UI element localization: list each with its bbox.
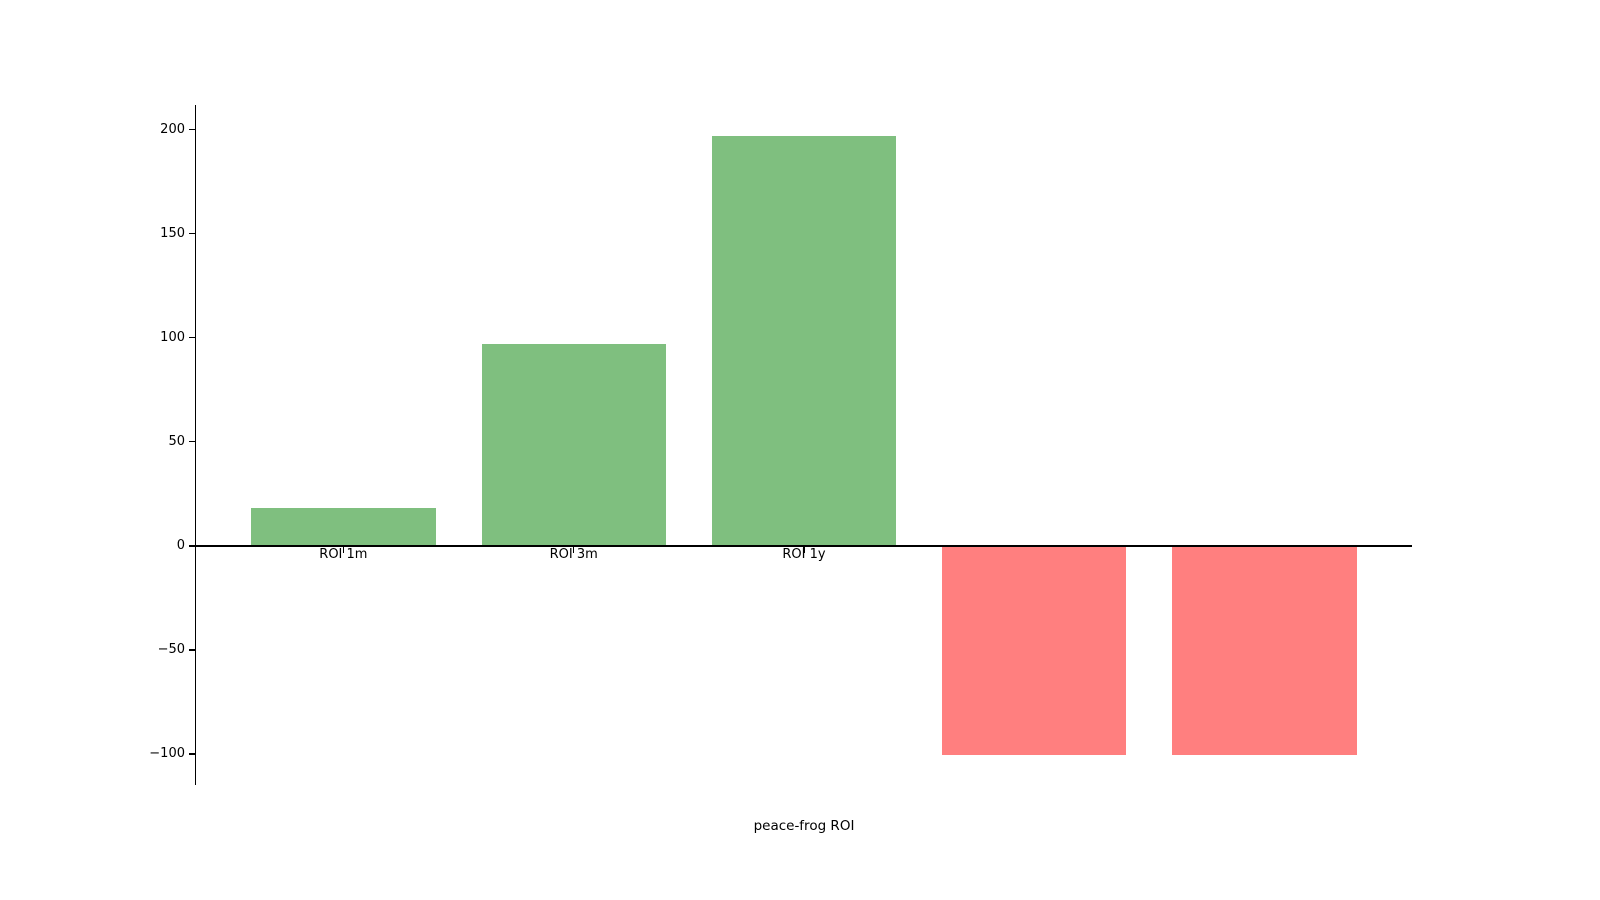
- y-tick-mark: [189, 233, 196, 235]
- y-tick-mark: [189, 545, 196, 547]
- x-tick-label: ROI 3m: [549, 546, 598, 562]
- x-tick-label: ROI 1y: [782, 546, 826, 562]
- chart-title: peace-frog ROI: [753, 818, 855, 834]
- y-axis-spine: [194, 105, 196, 785]
- y-tick-mark: [189, 129, 196, 131]
- x-axis-zero-line: [196, 545, 1412, 547]
- positive-roi-bar: [251, 508, 436, 546]
- positive-roi-bar: [481, 344, 666, 546]
- y-tick-mark: [189, 441, 196, 443]
- y-tick-mark: [189, 337, 196, 339]
- y-tick-label: 100: [160, 329, 185, 345]
- negative-roi-bar: [942, 546, 1127, 756]
- y-tick-mark: [189, 753, 196, 755]
- x-tick-mark: [803, 545, 805, 553]
- y-tick-label: −100: [149, 746, 185, 762]
- x-tick-label: ROI 1m: [319, 546, 368, 562]
- x-tick-mark: [573, 545, 575, 553]
- y-tick-label: −50: [157, 642, 185, 658]
- negative-roi-bar: [1172, 546, 1357, 756]
- y-tick-label: 0: [176, 537, 185, 553]
- x-tick-mark: [342, 545, 344, 553]
- y-tick-label: 150: [160, 225, 185, 241]
- y-tick-label: 50: [168, 433, 185, 449]
- y-tick-label: 200: [160, 121, 185, 137]
- positive-roi-bar: [711, 135, 897, 546]
- y-tick-mark: [189, 649, 196, 651]
